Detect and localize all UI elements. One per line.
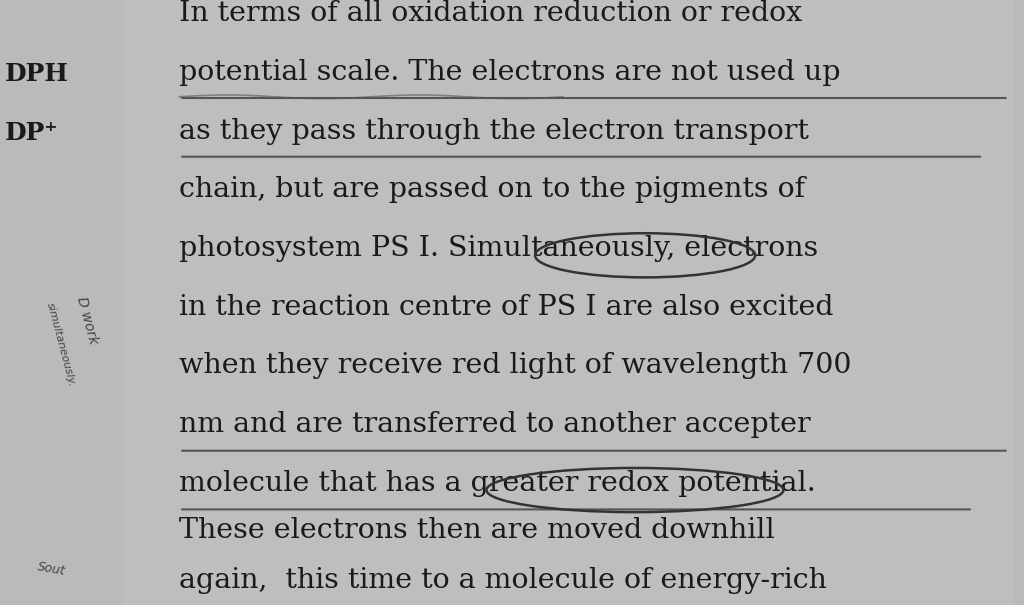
Text: molecule that has a greater redox potential.: molecule that has a greater redox potent… — [179, 469, 816, 497]
Text: when they receive red light of wavelength 700: when they receive red light of wavelengt… — [179, 352, 852, 379]
Bar — [123, 0, 1014, 605]
Text: DPH: DPH — [5, 62, 70, 86]
Text: simultaneously.: simultaneously. — [45, 302, 78, 388]
Text: DP⁺: DP⁺ — [5, 120, 58, 145]
Text: potential scale. The electrons are not used up: potential scale. The electrons are not u… — [179, 59, 841, 86]
Text: Sout: Sout — [36, 560, 67, 578]
Text: chain, but are passed on to the pigments of: chain, but are passed on to the pigments… — [179, 176, 805, 203]
Text: photosystem PS I. Simultaneously, electrons: photosystem PS I. Simultaneously, electr… — [179, 235, 818, 262]
Text: In terms of all oxidation reduction or redox: In terms of all oxidation reduction or r… — [179, 0, 803, 27]
Text: These electrons then are moved downhill: These electrons then are moved downhill — [179, 517, 775, 544]
Text: nm and are transferred to another accepter: nm and are transferred to another accept… — [179, 411, 811, 438]
Text: again,  this time to a molecule of energy-rich: again, this time to a molecule of energy… — [179, 567, 827, 594]
Text: D work: D work — [74, 295, 100, 346]
Text: as they pass through the electron transport: as they pass through the electron transp… — [179, 117, 809, 145]
Text: in the reaction centre of PS I are also excited: in the reaction centre of PS I are also … — [179, 293, 834, 321]
